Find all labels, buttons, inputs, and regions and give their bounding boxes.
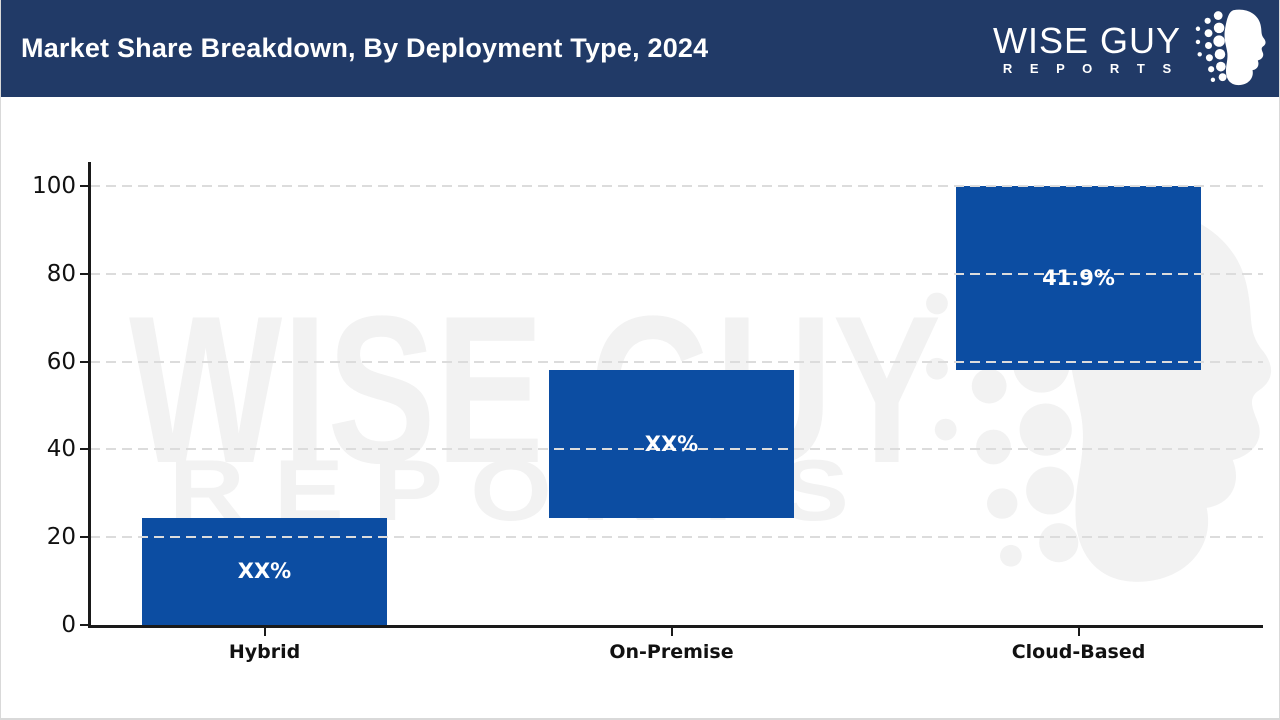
y-tick-mark (80, 360, 88, 363)
y-tick-mark (80, 536, 88, 539)
gridline (90, 536, 1263, 539)
y-tick-label: 40 (46, 436, 76, 463)
gridline (90, 185, 1263, 187)
y-tick-label: 0 (61, 612, 76, 638)
bar-on-premise (549, 369, 794, 518)
y-tick-label: 60 (46, 348, 76, 375)
x-tick-mark (263, 627, 266, 636)
plot-area: WISE GUY R E P O R T S XX% XX% 41.9% 0 20 40… (1, 97, 1279, 718)
bar-value-label: XX% (237, 559, 292, 584)
x-tick-mark (1077, 627, 1080, 636)
x-tick-mark (670, 627, 673, 636)
y-tick-label: 20 (46, 524, 76, 551)
x-tick-label-on-premise: On-Premise (609, 641, 734, 663)
bar-value-label: XX% (644, 431, 699, 456)
gridline (90, 448, 1263, 451)
bar-value-label: 41.9% (1042, 265, 1115, 290)
y-tick-mark (80, 448, 88, 451)
y-tick-mark (80, 624, 88, 626)
watermark-wordmark: WISE GUY (129, 272, 941, 507)
gridline (90, 272, 1263, 275)
logo-wordmark: WISE GUY (992, 19, 1181, 61)
x-axis-line (88, 625, 1263, 628)
y-tick-mark (80, 185, 88, 187)
logo-wordmark-block: WISE GUY R E P O R T S (992, 19, 1181, 76)
wiseguy-logo: WISE GUY R E P O R T S (993, 5, 1271, 93)
chart-title: Market Share Breakdown, By Deployment Ty… (21, 33, 709, 63)
header-bar: Market Share Breakdown, By Deployment Ty… (1, 0, 1279, 97)
y-tick-label: 100 (32, 173, 76, 199)
wiseguy-face-icon (1195, 9, 1266, 85)
x-tick-label-hybrid: Hybrid (228, 641, 301, 663)
bar-hybrid (142, 517, 387, 625)
logo-subtext: R E P O R T S (1002, 60, 1179, 76)
y-tick-label: 80 (46, 260, 76, 287)
y-axis-line (88, 162, 91, 628)
y-tick-mark (80, 272, 88, 275)
x-tick-label-cloud-based: Cloud-Based (1011, 641, 1146, 663)
gridline (90, 360, 1263, 363)
